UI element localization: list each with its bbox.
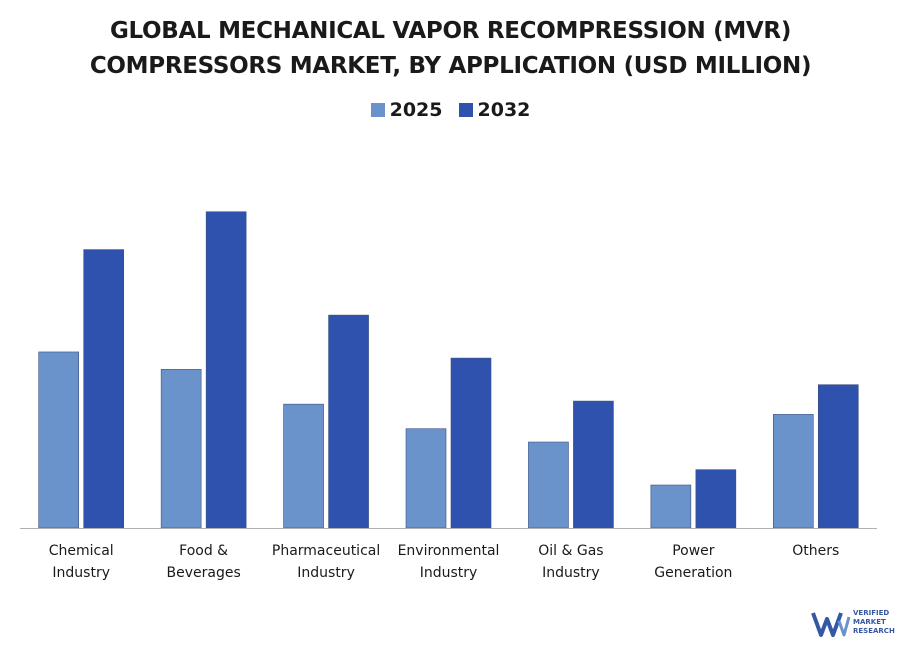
bar-2025-3 — [405, 428, 447, 529]
x-tick-label-2: Pharmaceutical Industry — [272, 543, 380, 581]
bars-group — [38, 211, 859, 529]
bar-2025-1 — [160, 369, 202, 529]
x-tick-label-line: Pharmaceutical — [272, 543, 380, 559]
legend-swatch-2032 — [458, 103, 473, 117]
x-tick-label-line: Chemical — [49, 543, 114, 559]
bar-2032-1 — [205, 211, 247, 529]
bar-2032-6 — [817, 384, 859, 529]
x-tick-label-line: Industry — [297, 565, 355, 581]
x-tick-labels: Chemical Industry Food & Beverages Pharmaceu… — [49, 543, 840, 581]
legend-item-2032: 2032 — [458, 99, 531, 121]
logo-wordmark: VERIFIED MARKET RESEARCH — [853, 609, 895, 635]
bar-2025-6 — [772, 414, 814, 529]
bar-2025-0 — [38, 351, 80, 529]
x-tick-label-line: Industry — [420, 565, 478, 581]
x-tick-label-line: Oil & Gas — [538, 543, 603, 559]
x-tick-label-line: Food & — [179, 543, 228, 559]
bar-2032-3 — [450, 357, 492, 529]
x-tick-label-line: Power — [672, 543, 715, 559]
x-tick-label-line: Industry — [542, 565, 600, 581]
chart-title-line-2: COMPRESSORS MARKET, BY APPLICATION (USD … — [89, 53, 812, 79]
legend-item-2025: 2025 — [370, 99, 443, 121]
legend-label-2032: 2032 — [477, 99, 531, 121]
x-tick-label-line: Industry — [52, 565, 110, 581]
chart-title: GLOBAL MECHANICAL VAPOR RECOMPRESSION (M… — [0, 14, 901, 84]
x-tick-label-1: Food & Beverages — [167, 543, 241, 581]
x-tick-label-4: Oil & Gas Industry — [538, 543, 603, 581]
chart-legend: 2025 2032 — [0, 99, 901, 121]
chart-title-line-1: GLOBAL MECHANICAL VAPOR RECOMPRESSION (M… — [109, 18, 792, 44]
x-tick-label-line: Environmental — [398, 543, 500, 559]
x-tick-label-5: Power Generation — [654, 543, 732, 581]
bar-2025-5 — [650, 484, 692, 529]
legend-label-2025: 2025 — [389, 99, 443, 121]
bar-2025-4 — [528, 441, 569, 529]
vmr-logo-icon — [811, 612, 851, 637]
x-tick-label-3: Environmental Industry — [398, 543, 500, 581]
bar-2032-4 — [573, 400, 614, 529]
legend-swatch-2025 — [370, 103, 385, 117]
bar-2032-5 — [695, 469, 737, 529]
bar-2032-2 — [328, 314, 369, 529]
x-tick-label-6: Others — [792, 543, 839, 559]
bar-2032-0 — [83, 249, 125, 529]
x-tick-label-line: Beverages — [167, 565, 241, 581]
x-tick-label-line: Generation — [654, 565, 732, 581]
x-tick-label-0: Chemical Industry — [49, 543, 114, 581]
verified-market-research-logo: VERIFIED MARKET RESEARCH — [811, 607, 895, 641]
bar-2025-2 — [283, 403, 324, 529]
x-tick-label-line: Others — [792, 543, 839, 559]
